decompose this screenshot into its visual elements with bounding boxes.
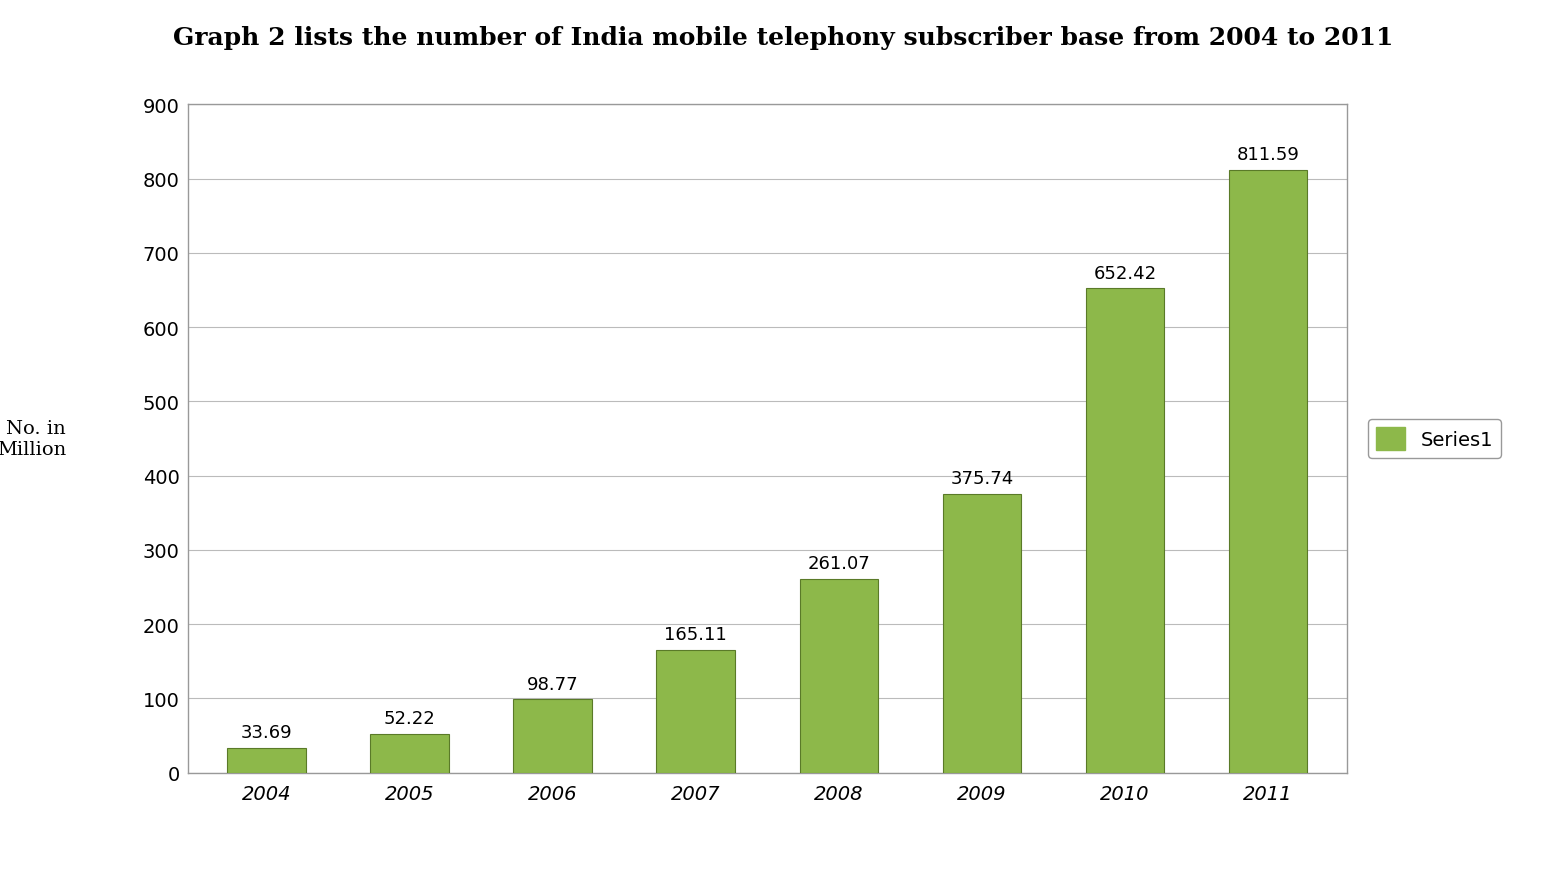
Y-axis label: No. in
Million: No. in Million xyxy=(0,420,66,458)
Text: Graph 2 lists the number of India mobile telephony subscriber base from 2004 to : Graph 2 lists the number of India mobile… xyxy=(172,26,1394,50)
Text: 52.22: 52.22 xyxy=(384,709,435,727)
Text: 165.11: 165.11 xyxy=(664,625,727,644)
Text: 261.07: 261.07 xyxy=(808,554,871,572)
Bar xyxy=(656,651,734,773)
Legend: Series1: Series1 xyxy=(1369,420,1500,458)
Bar xyxy=(514,700,592,773)
Text: 33.69: 33.69 xyxy=(241,723,293,741)
Bar xyxy=(800,579,879,773)
Bar xyxy=(227,748,305,773)
Bar xyxy=(943,494,1021,773)
Text: 98.77: 98.77 xyxy=(526,675,578,693)
Text: 375.74: 375.74 xyxy=(951,470,1013,487)
Text: 811.59: 811.59 xyxy=(1237,147,1300,164)
Bar xyxy=(1085,289,1165,773)
Bar xyxy=(1229,171,1308,773)
Bar xyxy=(370,734,449,773)
Text: 652.42: 652.42 xyxy=(1093,264,1157,282)
